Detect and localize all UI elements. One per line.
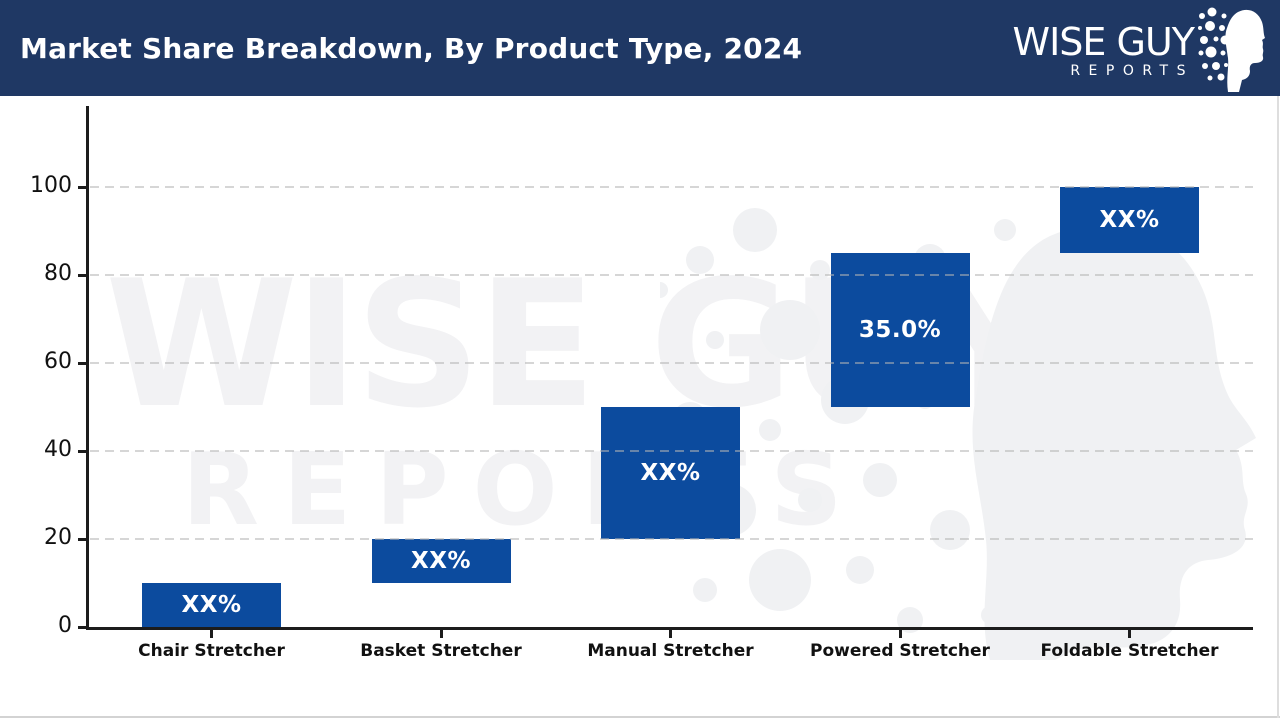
logo-face-icon: [1198, 7, 1265, 92]
gridline-20: [90, 538, 1253, 540]
gridline-100: [90, 186, 1253, 188]
logo-wordmark: WISE GUY: [1012, 20, 1195, 64]
bar-value-label: 35.0%: [858, 317, 942, 343]
y-axis-line: [86, 106, 89, 629]
x-axis-line: [86, 627, 1253, 630]
bar-value-label: XX%: [1099, 207, 1160, 233]
y-tick-label-40: 40: [44, 437, 72, 462]
x-axis-label-foldable-stretcher: Foldable Stretcher: [1040, 641, 1219, 661]
x-axis-label-chair-stretcher: Chair Stretcher: [138, 641, 285, 661]
bar-powered-stretcher: 35.0%: [830, 253, 970, 407]
y-tick-label-60: 60: [44, 349, 72, 374]
y-tick-label-100: 100: [30, 173, 72, 198]
x-tick-powered-stretcher: [898, 629, 902, 638]
y-tick-0: [78, 625, 88, 629]
bar-value-label: XX%: [410, 548, 471, 574]
x-tick-manual-stretcher: [669, 629, 672, 638]
y-tick-20: [78, 537, 88, 541]
bar-chair-stretcher: XX%: [142, 583, 281, 627]
y-tick-40: [78, 449, 88, 453]
bar-manual-stretcher: XX%: [601, 407, 740, 539]
bar-foldable-stretcher: XX%: [1060, 187, 1199, 253]
logo-text: WISE GUY REPORTS: [1012, 20, 1195, 79]
gridline-80: [90, 274, 1253, 276]
gridline-60: [90, 362, 1253, 364]
y-tick-label-0: 0: [58, 613, 72, 638]
header-bar: Market Share Breakdown, By Product Type,…: [0, 0, 1280, 96]
x-tick-basket-stretcher: [439, 629, 443, 638]
page-title: Market Share Breakdown, By Product Type,…: [20, 31, 803, 65]
x-axis-label-powered-stretcher: Powered Stretcher: [810, 641, 990, 661]
y-tick-60: [78, 361, 88, 365]
x-tick-chair-stretcher: [210, 629, 213, 638]
bar-value-label: XX%: [181, 592, 242, 618]
right-border: [1277, 96, 1279, 718]
y-tick-label-20: 20: [44, 525, 72, 550]
bottom-border: [0, 716, 1280, 718]
x-axis-label-basket-stretcher: Basket Stretcher: [360, 641, 522, 661]
y-tick-80: [78, 273, 88, 277]
x-axis-label-manual-stretcher: Manual Stretcher: [587, 641, 754, 661]
wiseguy-logo: WISE GUY REPORTS: [1013, 4, 1266, 94]
y-tick-100: [78, 185, 88, 189]
y-tick-label-80: 80: [44, 261, 72, 286]
bar-basket-stretcher: XX%: [371, 539, 511, 583]
gridline-40: [90, 450, 1253, 452]
x-tick-foldable-stretcher: [1128, 629, 1131, 638]
bar-value-label: XX%: [640, 460, 701, 486]
logo-subtext: REPORTS: [1070, 63, 1194, 79]
